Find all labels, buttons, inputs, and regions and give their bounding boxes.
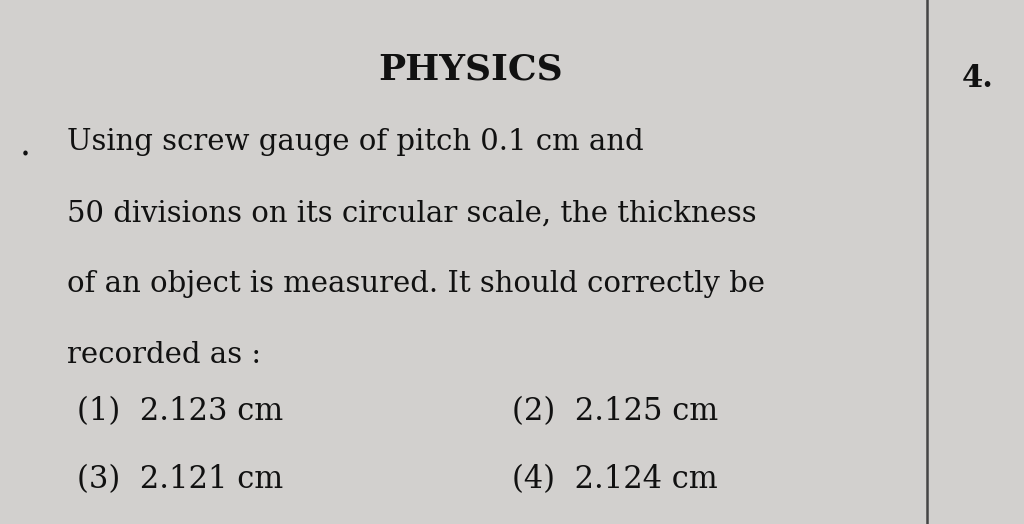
- Text: (2)  2.125 cm: (2) 2.125 cm: [512, 396, 718, 427]
- Text: .: .: [20, 128, 31, 162]
- Text: of an object is measured. It should correctly be: of an object is measured. It should corr…: [67, 270, 765, 298]
- Bar: [927, 0, 1024, 524]
- Text: Using screw gauge of pitch 0.1 cm and: Using screw gauge of pitch 0.1 cm and: [67, 128, 643, 156]
- Text: PHYSICS: PHYSICS: [379, 52, 563, 86]
- Text: recorded as :: recorded as :: [67, 341, 261, 368]
- Text: (1)  2.123 cm: (1) 2.123 cm: [77, 396, 283, 427]
- Text: 50 divisions on its circular scale, the thickness: 50 divisions on its circular scale, the …: [67, 199, 756, 227]
- Text: (3)  2.121 cm: (3) 2.121 cm: [77, 464, 283, 495]
- Text: (4)  2.124 cm: (4) 2.124 cm: [512, 464, 718, 495]
- Text: 4.: 4.: [962, 63, 994, 94]
